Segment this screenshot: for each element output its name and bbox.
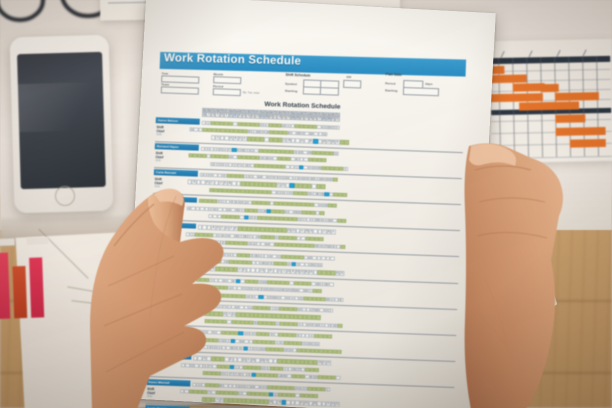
gantt-bar (519, 101, 580, 111)
phone-screen (17, 51, 106, 190)
bar-chart-printout (0, 237, 57, 319)
gantt-bar (490, 93, 544, 103)
gantt-bar (490, 74, 527, 84)
gantt-header-band (490, 55, 611, 65)
right-hand (464, 143, 563, 408)
gantt-bar (540, 83, 559, 93)
left-hand (90, 188, 224, 408)
gantt-bar (555, 126, 606, 136)
gantt-bar (555, 114, 586, 123)
phone-home-button (54, 185, 75, 207)
eyeglasses-icon (0, 0, 116, 22)
gantt-bar (554, 92, 599, 101)
